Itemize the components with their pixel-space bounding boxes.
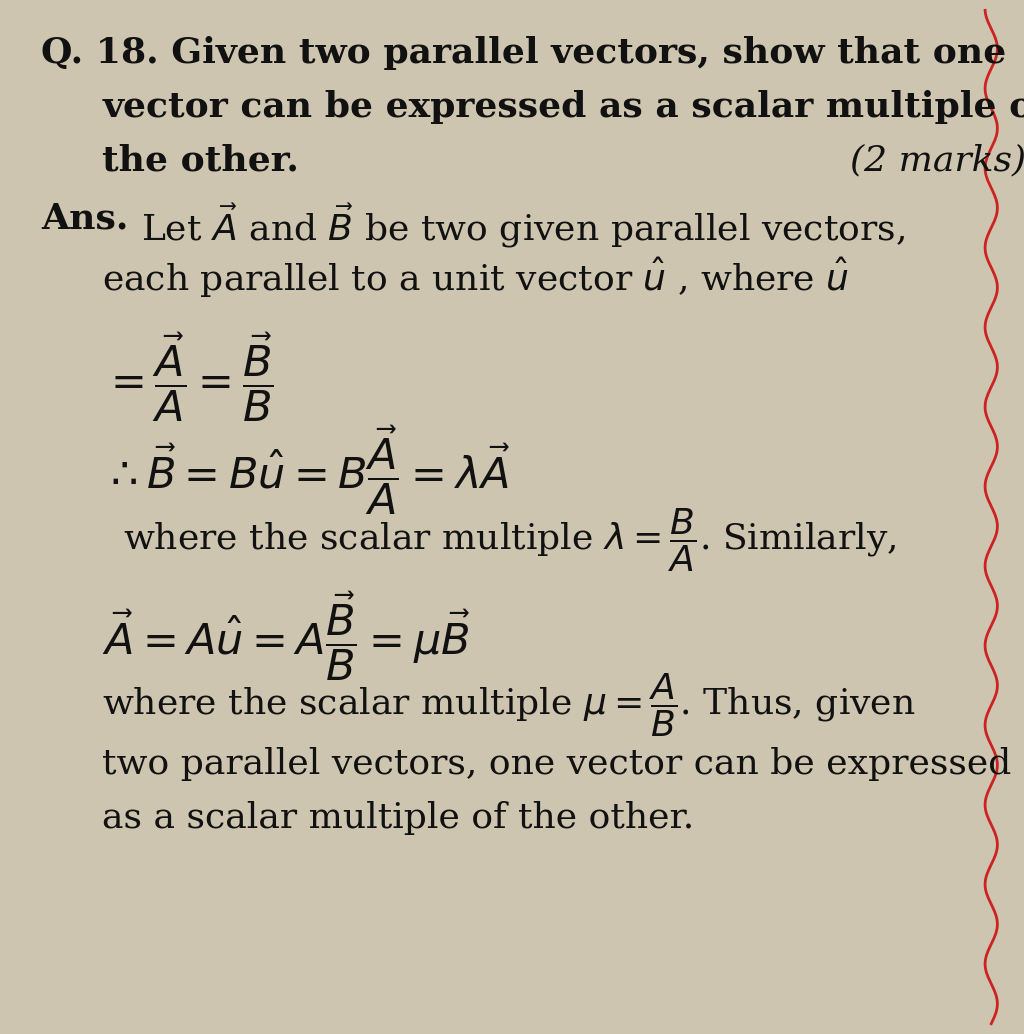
Text: where the scalar multiple $\lambda = \dfrac{B}{A}$. Similarly,: where the scalar multiple $\lambda = \df… [123,507,896,574]
Text: two parallel vectors, one vector can be expressed: two parallel vectors, one vector can be … [102,747,1012,781]
Text: Q. 18. Given two parallel vectors, show that one: Q. 18. Given two parallel vectors, show … [41,36,1007,70]
Text: Let $\vec{A}$ and $\vec{B}$ be two given parallel vectors,: Let $\vec{A}$ and $\vec{B}$ be two given… [141,202,905,250]
Text: Ans.: Ans. [41,202,128,236]
Text: $\therefore \vec{B} = B\hat{u} = B\dfrac{\vec{A}}{A} = \lambda\vec{A}$: $\therefore \vec{B} = B\hat{u} = B\dfrac… [102,424,510,517]
Text: (2 marks): (2 marks) [850,144,1024,178]
Text: the other.: the other. [102,144,299,178]
Text: vector can be expressed as a scalar multiple of: vector can be expressed as a scalar mult… [102,90,1024,124]
Text: each parallel to a unit vector $\hat{u}$ , where $\hat{u}$: each parallel to a unit vector $\hat{u}$… [102,256,850,301]
Text: $= \dfrac{\vec{A}}{A} = \dfrac{\vec{B}}{B}$: $= \dfrac{\vec{A}}{A} = \dfrac{\vec{B}}{… [102,331,274,424]
Text: as a scalar multiple of the other.: as a scalar multiple of the other. [102,801,694,835]
Text: $\vec{A} = A\hat{u} = A\dfrac{\vec{B}}{B} = \mu\vec{B}$: $\vec{A} = A\hat{u} = A\dfrac{\vec{B}}{B… [102,589,471,682]
Text: where the scalar multiple $\mu = \dfrac{A}{B}$. Thus, given: where the scalar multiple $\mu = \dfrac{… [102,672,916,739]
